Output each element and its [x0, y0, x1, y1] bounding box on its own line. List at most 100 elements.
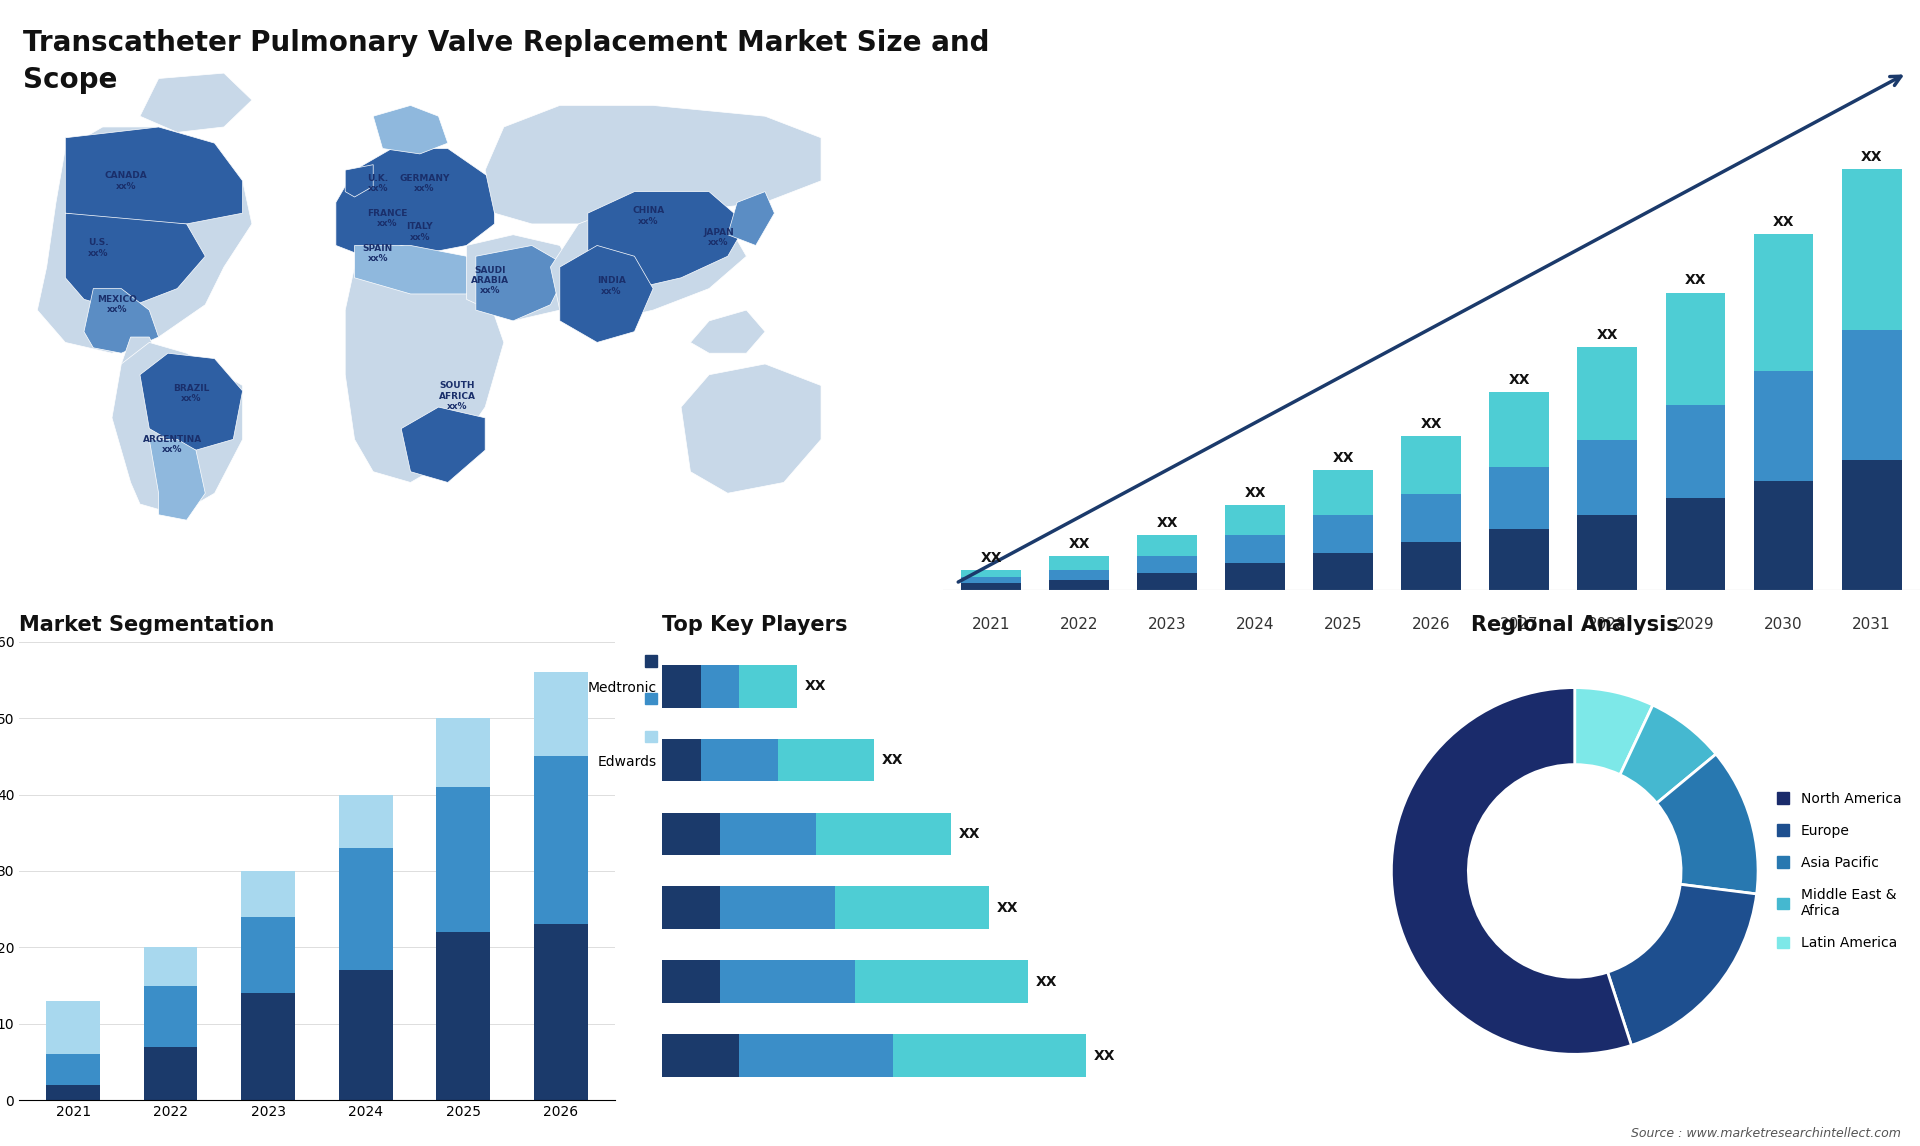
Bar: [338, 794, 392, 848]
Bar: [778, 739, 874, 782]
Polygon shape: [36, 127, 252, 353]
Bar: [720, 887, 835, 929]
Bar: [1665, 497, 1726, 590]
Text: XX: XX: [981, 550, 1002, 565]
Bar: [1490, 528, 1549, 590]
Bar: [338, 971, 392, 1100]
Bar: [835, 887, 989, 929]
Text: ARGENTINA
xx%: ARGENTINA xx%: [142, 435, 202, 455]
Text: 2027: 2027: [1500, 618, 1538, 633]
Bar: [1841, 170, 1901, 330]
Bar: [436, 932, 490, 1100]
Bar: [1402, 494, 1461, 542]
Text: XX: XX: [1035, 975, 1058, 989]
Text: XX: XX: [1332, 452, 1354, 465]
Bar: [1313, 515, 1373, 552]
Text: 2024: 2024: [1236, 618, 1275, 633]
Text: U.S.
xx%: U.S. xx%: [88, 238, 108, 258]
Polygon shape: [372, 105, 447, 154]
Text: FRANCE
xx%: FRANCE xx%: [367, 209, 407, 228]
Polygon shape: [682, 364, 822, 493]
Text: XX: XX: [1860, 150, 1882, 164]
Text: XX: XX: [958, 827, 979, 841]
Polygon shape: [150, 439, 205, 520]
Polygon shape: [346, 165, 372, 197]
Bar: [46, 1085, 100, 1100]
Bar: [1048, 580, 1110, 590]
Text: 2030: 2030: [1764, 618, 1803, 633]
Bar: [338, 848, 392, 971]
Bar: [1225, 535, 1284, 563]
Text: 2022: 2022: [1060, 618, 1098, 633]
Text: 2031: 2031: [1853, 618, 1891, 633]
Polygon shape: [476, 245, 568, 321]
Bar: [1313, 552, 1373, 590]
Polygon shape: [355, 245, 486, 293]
Bar: [662, 960, 720, 1003]
Bar: [242, 871, 296, 917]
Bar: [242, 917, 296, 994]
Bar: [816, 813, 950, 855]
Bar: [962, 576, 1021, 583]
Bar: [1841, 330, 1901, 461]
Text: XX: XX: [1244, 486, 1265, 500]
Polygon shape: [551, 203, 747, 321]
Polygon shape: [65, 213, 205, 311]
Text: CANADA
xx%: CANADA xx%: [104, 171, 148, 190]
Polygon shape: [346, 245, 503, 482]
Text: SOUTH
AFRICA
xx%: SOUTH AFRICA xx%: [438, 382, 476, 411]
Polygon shape: [84, 289, 159, 353]
Text: MEXICO
xx%: MEXICO xx%: [96, 295, 136, 314]
Text: SAUDI
ARABIA
xx%: SAUDI ARABIA xx%: [470, 266, 509, 296]
Text: GERMANY
xx%: GERMANY xx%: [399, 174, 449, 194]
Bar: [720, 813, 816, 855]
Bar: [1753, 480, 1814, 590]
Text: 2028: 2028: [1588, 618, 1626, 633]
Bar: [1490, 392, 1549, 468]
Bar: [1753, 235, 1814, 371]
Text: XX: XX: [1092, 1049, 1116, 1062]
Polygon shape: [336, 149, 495, 257]
Bar: [962, 570, 1021, 576]
Text: XX: XX: [881, 753, 902, 767]
Bar: [46, 1000, 100, 1054]
Bar: [662, 1035, 739, 1077]
Bar: [1841, 461, 1901, 590]
Text: 2025: 2025: [1325, 618, 1363, 633]
Bar: [1225, 563, 1284, 590]
Bar: [1578, 515, 1638, 590]
Text: SPAIN
xx%: SPAIN xx%: [363, 244, 394, 264]
Bar: [739, 665, 797, 707]
Text: XX: XX: [1068, 536, 1091, 551]
Bar: [1753, 371, 1814, 480]
Text: XX: XX: [1772, 215, 1795, 229]
Polygon shape: [401, 407, 486, 482]
Text: Top Key Players: Top Key Players: [662, 614, 849, 635]
Bar: [1048, 570, 1110, 580]
Wedge shape: [1574, 688, 1653, 775]
Bar: [662, 813, 720, 855]
Text: Source : www.marketresearchintellect.com: Source : www.marketresearchintellect.com: [1630, 1128, 1901, 1140]
Bar: [962, 583, 1021, 590]
Bar: [144, 1046, 198, 1100]
Polygon shape: [588, 191, 747, 289]
Text: JAPAN
xx%: JAPAN xx%: [703, 228, 733, 248]
Text: Transcatheter Pulmonary Valve Replacement Market Size and: Transcatheter Pulmonary Valve Replacemen…: [23, 29, 989, 56]
Polygon shape: [140, 73, 252, 132]
Wedge shape: [1657, 754, 1759, 894]
Bar: [1402, 437, 1461, 494]
Polygon shape: [691, 311, 764, 353]
Bar: [1225, 504, 1284, 535]
Title: Regional Analysis: Regional Analysis: [1471, 614, 1678, 635]
Legend: Type, Application, Geography: Type, Application, Geography: [639, 650, 758, 749]
Text: XX: XX: [1509, 372, 1530, 386]
Bar: [46, 1054, 100, 1085]
Polygon shape: [486, 105, 822, 223]
Bar: [1578, 440, 1638, 515]
Bar: [534, 925, 588, 1100]
Bar: [1402, 542, 1461, 590]
Text: XX: XX: [1684, 274, 1707, 288]
Text: 2029: 2029: [1676, 618, 1715, 633]
Text: U.K.
xx%: U.K. xx%: [367, 174, 388, 194]
Polygon shape: [121, 337, 159, 375]
